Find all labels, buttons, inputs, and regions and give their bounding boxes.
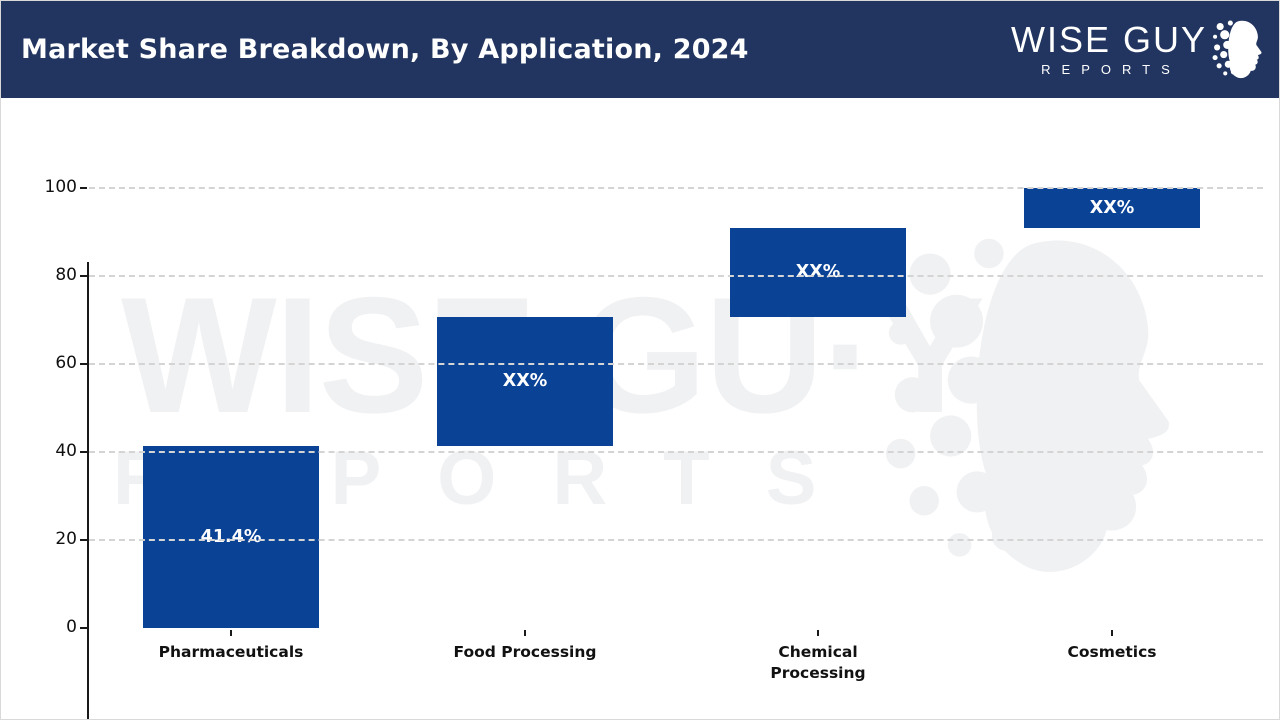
gridline-y-100 <box>89 187 1263 189</box>
brand-name: WISE GUY <box>1010 19 1207 60</box>
y-tick-label: 40 <box>55 441 77 461</box>
gridline-y-40 <box>89 451 1263 453</box>
y-tick-mark <box>80 539 87 541</box>
y-axis-spine <box>87 262 89 719</box>
x-category-label: Food Processing <box>453 643 597 661</box>
x-tick-mark <box>524 630 526 636</box>
x-tick-mark <box>230 630 232 636</box>
x-tick-mark <box>817 630 819 636</box>
bar-value-label: XX% <box>1089 198 1135 219</box>
chart-title: Market Share Breakdown, By Application, … <box>21 34 749 65</box>
bar-cosmetics: XX% <box>1024 188 1200 229</box>
dotted-head-logo-icon <box>1212 19 1262 78</box>
bar-food-processing: XX% <box>437 316 613 446</box>
y-tick-mark <box>80 275 87 277</box>
bar-value-label: XX% <box>502 371 548 392</box>
y-tick-mark <box>80 363 87 365</box>
brand-logo: WISE GUY REPORTS <box>1011 1 1267 98</box>
y-tick-mark <box>80 627 87 629</box>
brand-subname: REPORTS <box>1041 62 1181 77</box>
y-tick-mark <box>80 187 87 189</box>
bar-pharmaceuticals: 41.4% <box>143 445 319 628</box>
x-category-label: Cosmetics <box>1067 643 1157 661</box>
gridline-y-80 <box>89 275 1263 277</box>
x-category-label: Chemical Processing <box>770 643 866 682</box>
waterfall-chart: 0 20 40 60 80 100 41.4% Pharmaceuticals XX% Food … <box>1 98 1279 719</box>
gridline-y-20 <box>89 539 1263 541</box>
y-tick-mark <box>80 451 87 453</box>
bar-value-label: 41.4% <box>200 526 262 547</box>
y-tick-label: 0 <box>66 617 77 637</box>
y-tick-label: 60 <box>55 353 77 373</box>
bar-value-label: XX% <box>795 262 841 283</box>
x-category-label: Pharmaceuticals <box>158 643 304 661</box>
y-tick-label: 20 <box>55 529 77 549</box>
x-tick-mark <box>1111 630 1113 636</box>
y-tick-label: 100 <box>44 177 77 197</box>
y-tick-label: 80 <box>55 265 77 285</box>
gridline-y-60 <box>89 363 1263 365</box>
header-band: Market Share Breakdown, By Application, … <box>1 1 1279 98</box>
bar-chemical-processing: XX% <box>730 228 906 317</box>
brand-logo-text: WISE GUY REPORTS <box>1010 19 1207 78</box>
